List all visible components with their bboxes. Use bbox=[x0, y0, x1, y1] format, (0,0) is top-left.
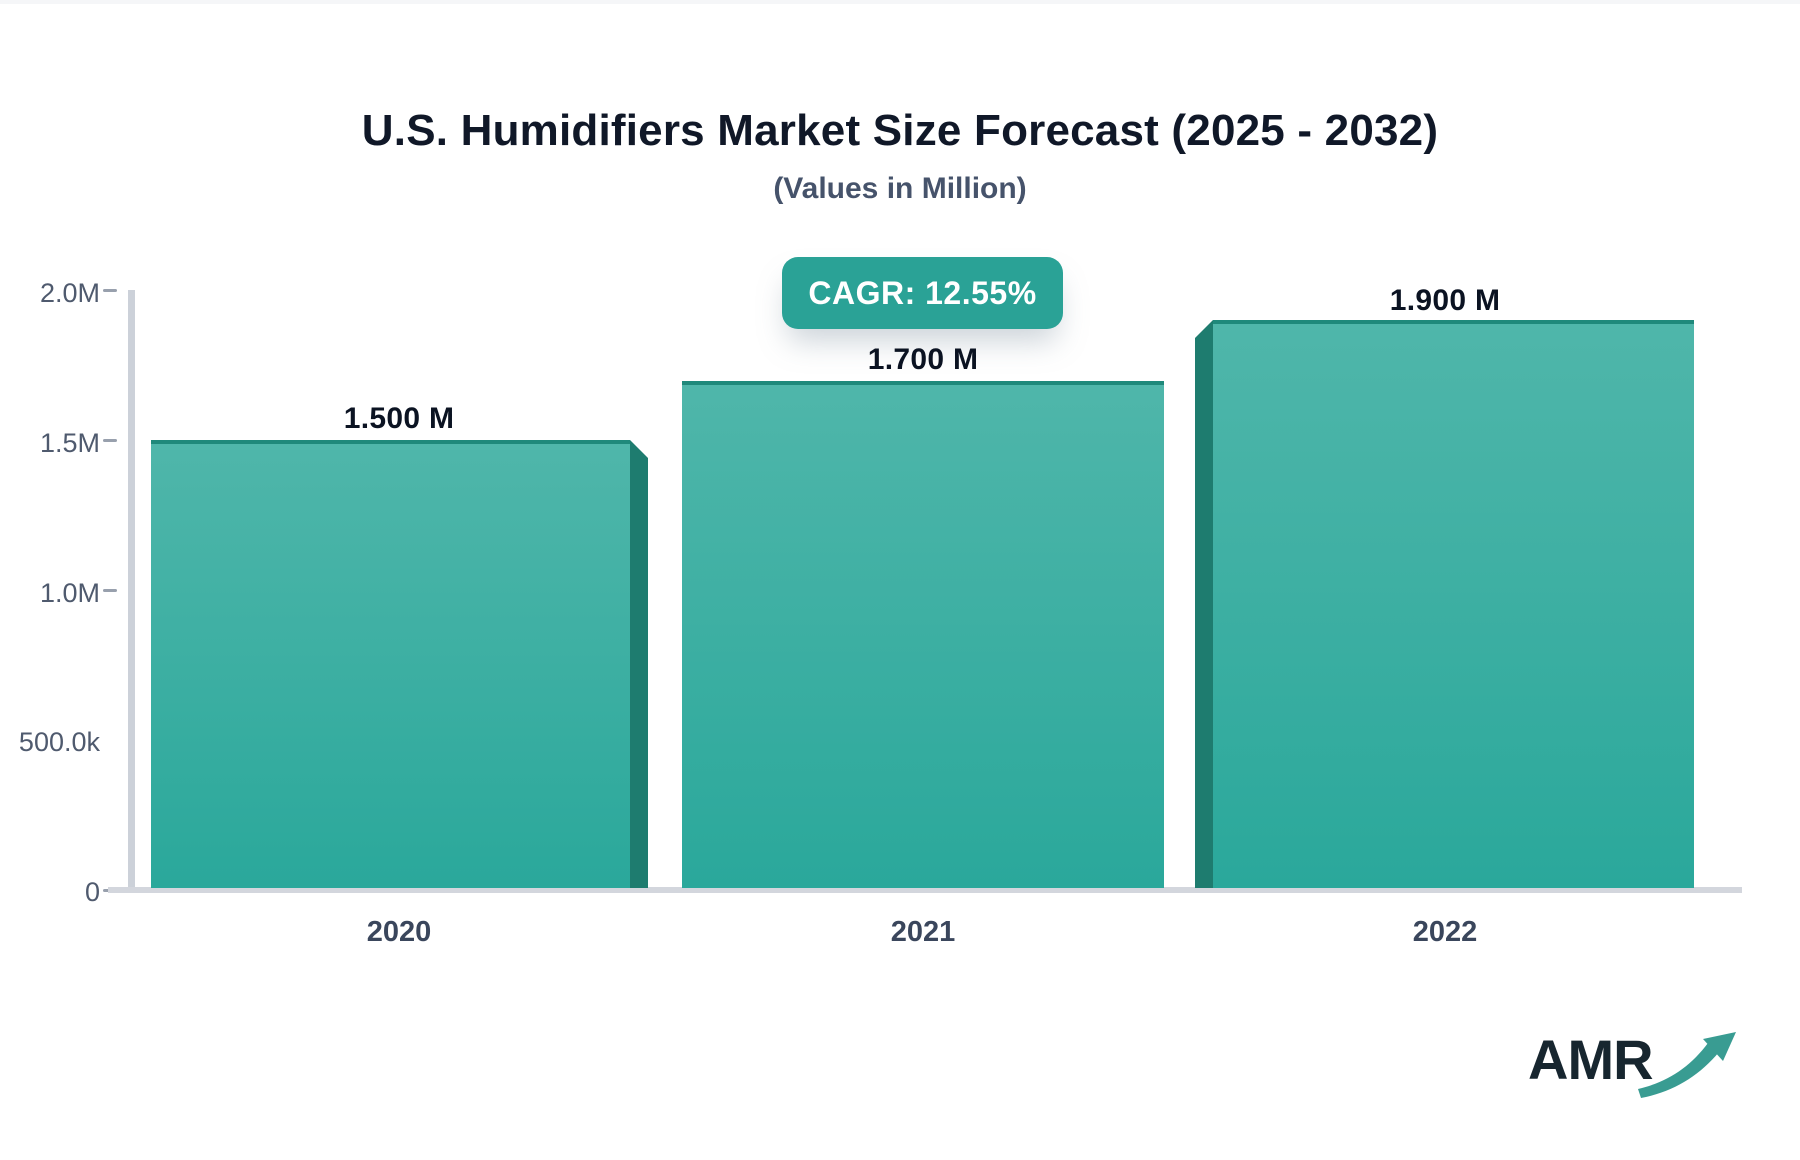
y-tick-label-1m: 1.0M bbox=[39, 578, 100, 608]
bar-2020 bbox=[151, 440, 630, 888]
y-tick-mark bbox=[103, 289, 117, 292]
chart-title: U.S. Humidifiers Market Size Forecast (2… bbox=[361, 106, 1439, 155]
y-tick-label-0: 0 bbox=[84, 877, 100, 907]
bar-2022-side-edge bbox=[1195, 320, 1213, 888]
y-tick-label-500k: 500.0k bbox=[18, 727, 100, 757]
y-tick-mark bbox=[103, 439, 117, 442]
bar-2022 bbox=[1213, 320, 1694, 888]
bar-value-label-2022: 1.900 M bbox=[1389, 284, 1501, 317]
bar-2020-side-edge bbox=[630, 440, 648, 888]
amr-logo: AMR bbox=[1528, 1028, 1741, 1111]
y-tick-mark bbox=[103, 589, 117, 592]
x-axis-baseline bbox=[108, 887, 1742, 893]
x-tick-label-2020: 2020 bbox=[366, 916, 432, 948]
x-tick-label-2021: 2021 bbox=[890, 916, 956, 948]
y-tick-label-2m: 2.0M bbox=[39, 278, 100, 308]
amr-logo-text: AMR bbox=[1528, 1028, 1654, 1091]
cagr-badge: CAGR: 12.55% bbox=[782, 257, 1063, 329]
x-tick-label-2022: 2022 bbox=[1412, 916, 1478, 948]
y-tick-label-1-5m: 1.5M bbox=[39, 428, 100, 458]
bar-value-label-2020: 1.500 M bbox=[343, 402, 455, 435]
growth-arrow-icon bbox=[1637, 1030, 1741, 1111]
y-axis-line bbox=[128, 290, 135, 890]
bar-2021 bbox=[682, 381, 1164, 888]
chart-subtitle: (Values in Million) bbox=[773, 172, 1027, 205]
bar-value-label-2021: 1.700 M bbox=[867, 343, 979, 376]
